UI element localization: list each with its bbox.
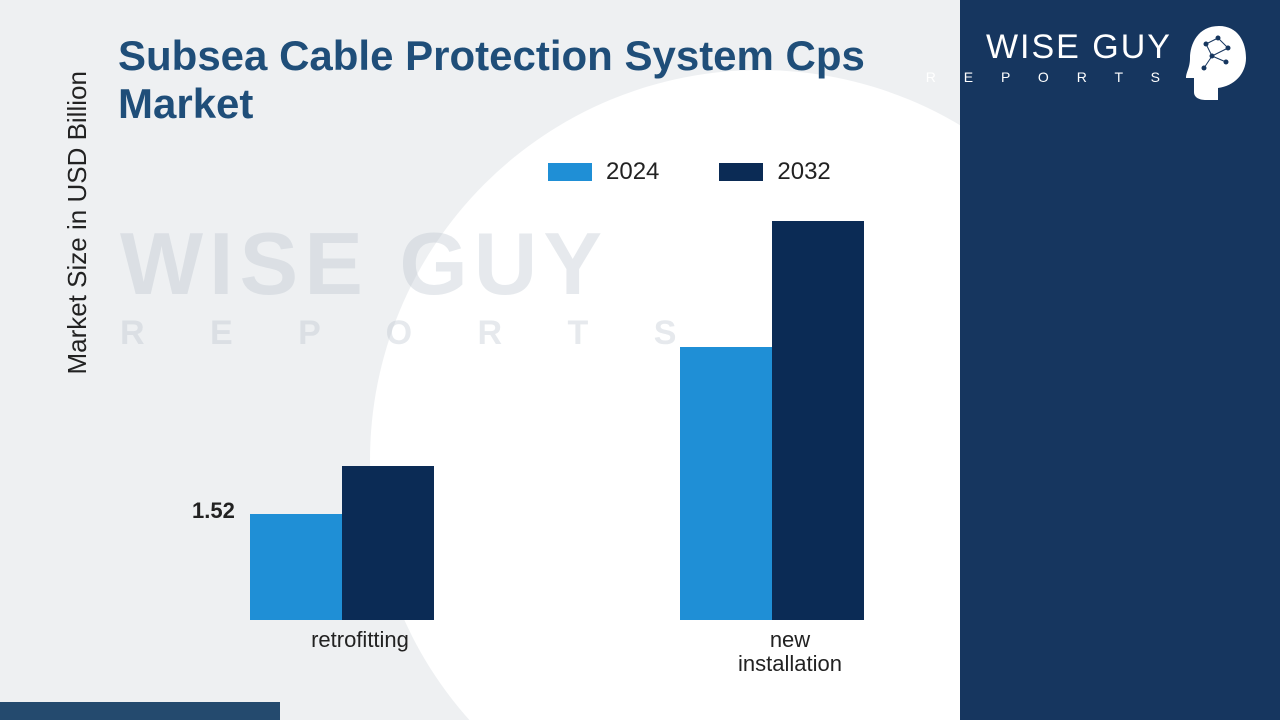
plot-area: 1.52 retrofitting new installation xyxy=(140,200,1000,620)
legend: 2024 2032 xyxy=(548,158,831,186)
legend-swatch-2024 xyxy=(548,163,592,181)
page-root: WISE GUY R E P O R T S Subsea Cable Prot… xyxy=(0,0,1280,720)
brand-sub: R E P O R T S xyxy=(926,69,1172,85)
brand-panel xyxy=(960,0,1280,720)
bar-retrofitting-2024 xyxy=(250,514,342,620)
legend-item-2032: 2032 xyxy=(719,158,830,186)
legend-item-2024: 2024 xyxy=(548,158,659,186)
brand-head-icon xyxy=(1184,22,1254,102)
decor-bottom-bar xyxy=(0,702,280,720)
bar-retrofitting-2032 xyxy=(342,466,434,620)
bar-new-installation-2024 xyxy=(680,347,772,620)
brand-name: WISE GUY xyxy=(926,28,1172,67)
value-label-retrofitting-2024: 1.52 xyxy=(192,498,235,524)
chart-title: Subsea Cable Protection System Cps Marke… xyxy=(118,32,898,129)
x-label-retrofitting: retrofitting xyxy=(290,628,430,652)
bar-new-installation-2032 xyxy=(772,221,864,620)
brand-logo: WISE GUY R E P O R T S xyxy=(926,28,1250,85)
legend-label-2032: 2032 xyxy=(777,158,830,186)
x-label-new-installation: new installation xyxy=(720,628,860,676)
y-axis-label: Market Size in USD Billion xyxy=(62,71,93,374)
legend-label-2024: 2024 xyxy=(606,158,659,186)
legend-swatch-2032 xyxy=(719,163,763,181)
